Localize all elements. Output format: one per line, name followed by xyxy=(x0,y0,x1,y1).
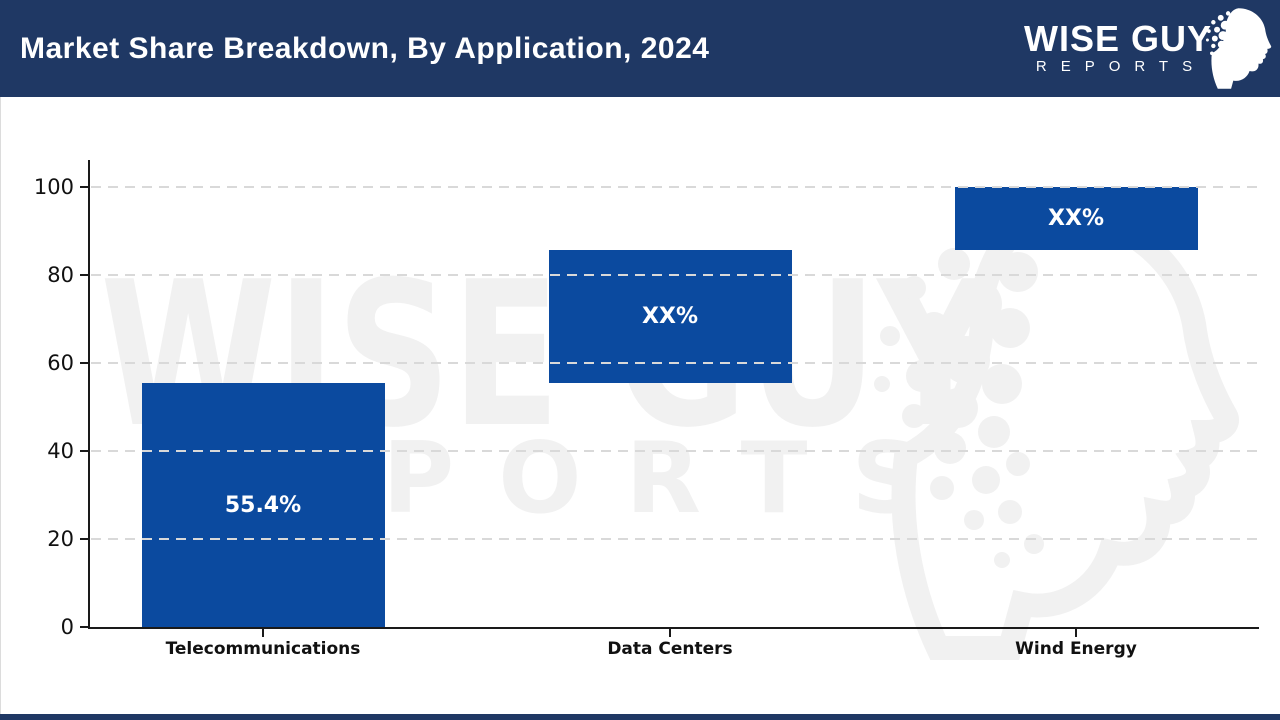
y-tick-label-60: 60 xyxy=(47,351,74,375)
bar-telecommunications: 55.4% xyxy=(141,383,385,627)
header-bar: Market Share Breakdown, By Application, … xyxy=(0,0,1280,97)
y-tick-label-0: 0 xyxy=(60,615,74,639)
page-left-border xyxy=(0,97,1,714)
bar-value-label: XX% xyxy=(642,304,698,330)
bar-data-centers: XX% xyxy=(548,250,792,384)
chart-title: Market Share Breakdown, By Application, … xyxy=(20,31,710,65)
y-axis-line xyxy=(88,160,90,629)
y-tick-40 xyxy=(80,450,89,452)
logo-subtitle: REPORTS xyxy=(1035,57,1207,75)
x-tick-0 xyxy=(262,629,264,637)
bar-wind-energy: XX% xyxy=(954,187,1198,251)
logo-wordmark: WISE GUY xyxy=(1023,18,1212,59)
x-category-label: Data Centers xyxy=(607,639,733,659)
y-tick-60 xyxy=(80,362,89,364)
x-tick-1 xyxy=(669,629,671,637)
watermark-head-profile-dots-icon xyxy=(842,199,1242,664)
y-tick-80 xyxy=(80,274,89,276)
bar-value-label: 55.4% xyxy=(224,492,302,518)
y-tick-label-80: 80 xyxy=(47,263,74,287)
y-tick-label-40: 40 xyxy=(47,439,74,463)
x-category-label: Wind Energy xyxy=(1015,639,1137,659)
bar-value-label: XX% xyxy=(1048,206,1104,232)
head-profile-dots-icon xyxy=(1200,6,1274,95)
x-category-label: Telecommunications xyxy=(165,639,361,659)
y-tick-20 xyxy=(80,538,89,540)
y-tick-label-100: 100 xyxy=(33,175,74,199)
x-axis-line xyxy=(88,627,1259,629)
y-tick-0 xyxy=(80,626,89,628)
y-tick-label-20: 20 xyxy=(47,527,74,551)
footer-bar xyxy=(0,714,1280,720)
x-tick-2 xyxy=(1075,629,1077,637)
wiseguy-logo: WISE GUY REPORTS xyxy=(1024,20,1212,75)
y-tick-100 xyxy=(80,186,89,188)
